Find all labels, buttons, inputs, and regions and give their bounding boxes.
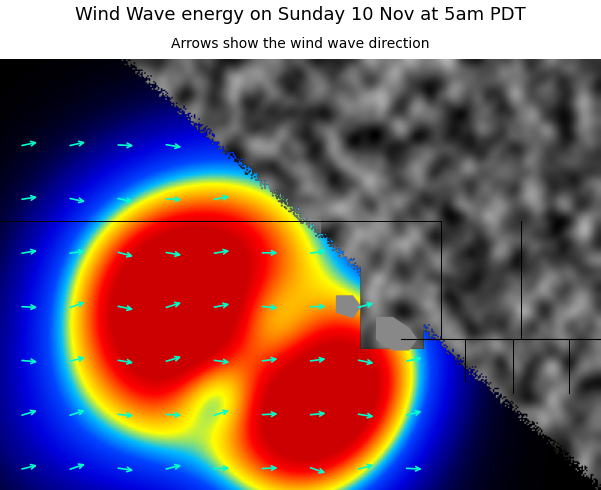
Polygon shape: [0, 199, 320, 264]
Text: Wind Wave energy on Sunday 10 Nov at 5am PDT: Wind Wave energy on Sunday 10 Nov at 5am…: [75, 6, 526, 24]
Polygon shape: [337, 296, 361, 318]
Text: Arrows show the wind wave direction: Arrows show the wind wave direction: [171, 37, 430, 51]
Polygon shape: [377, 318, 416, 350]
